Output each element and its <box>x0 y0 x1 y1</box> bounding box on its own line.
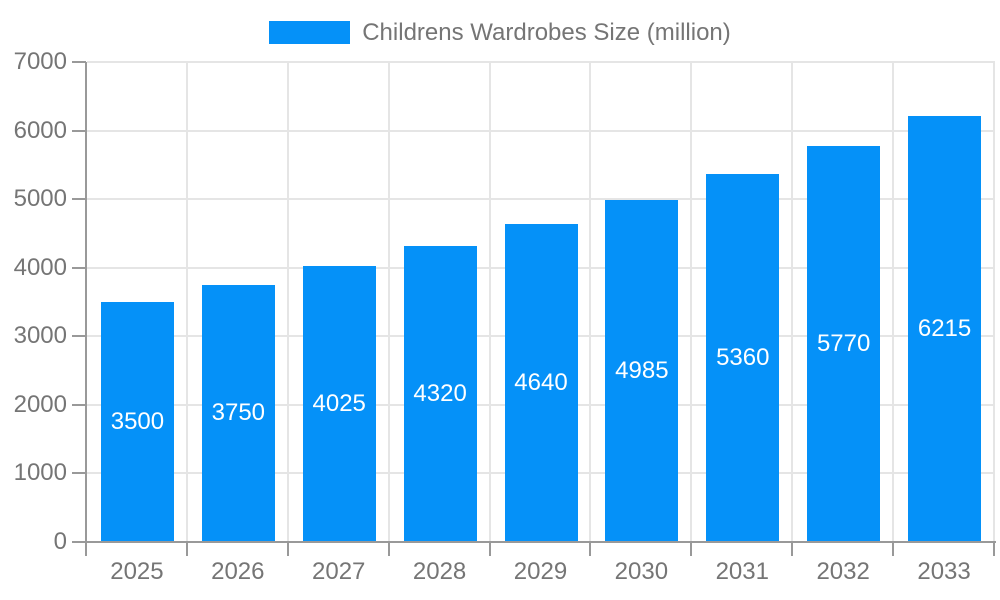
legend-swatch <box>269 21 351 44</box>
x-axis-tick <box>892 542 895 556</box>
x-axis-tick <box>185 542 188 556</box>
y-axis-label: 4000 <box>13 253 67 281</box>
y-axis-tick <box>72 198 86 201</box>
bar[interactable]: 4640 <box>504 223 578 542</box>
x-grid-line <box>892 62 895 542</box>
x-axis-tick <box>791 542 794 556</box>
bar[interactable]: 3500 <box>100 302 174 542</box>
bar-value-label: 4640 <box>514 368 568 396</box>
x-axis-tick <box>85 542 87 556</box>
y-axis-tick <box>72 335 86 338</box>
x-axis-label: 2030 <box>614 558 669 585</box>
bar-value-label: 5360 <box>716 344 770 372</box>
bar-value-label: 5770 <box>816 330 871 358</box>
x-axis-label: 2025 <box>110 558 164 585</box>
x-axis-label: 2029 <box>513 558 568 585</box>
bar[interactable]: 6215 <box>908 115 982 542</box>
bar[interactable]: 5770 <box>807 146 881 542</box>
y-axis-label: 1000 <box>13 459 67 487</box>
x-axis-tick <box>488 542 491 556</box>
y-axis-label: 2000 <box>13 390 67 418</box>
x-grid-line <box>185 62 188 542</box>
bar[interactable]: 4025 <box>302 266 376 542</box>
bar[interactable]: 4985 <box>605 200 679 542</box>
x-grid-line <box>488 62 491 542</box>
y-axis-line <box>85 62 87 542</box>
x-axis-tick <box>993 542 995 556</box>
bar[interactable]: 5360 <box>706 174 780 542</box>
x-axis-tick <box>286 542 289 556</box>
x-axis-label: 2032 <box>816 558 870 585</box>
x-grid-line <box>690 62 693 542</box>
bar-value-label: 6215 <box>917 314 972 342</box>
y-grid-line <box>87 129 995 132</box>
x-axis-tick <box>387 542 390 556</box>
y-axis-tick <box>72 61 86 63</box>
legend[interactable]: Childrens Wardrobes Size (million) <box>0 18 1000 46</box>
x-grid-line <box>993 62 995 542</box>
x-grid-line <box>387 62 390 542</box>
y-axis-label: 6000 <box>13 116 67 144</box>
x-grid-line <box>286 62 289 542</box>
y-axis-tick <box>72 472 86 475</box>
bar-value-label: 4985 <box>615 357 669 385</box>
bar-value-label: 3750 <box>211 399 266 427</box>
x-axis-tick <box>690 542 693 556</box>
bar-value-label: 3500 <box>110 408 165 435</box>
y-axis-label: 3000 <box>13 322 67 350</box>
bar[interactable]: 4320 <box>403 245 477 542</box>
x-axis-label: 2028 <box>412 558 467 585</box>
y-axis-label: 0 <box>53 528 67 555</box>
bar-value-label: 4025 <box>312 390 366 417</box>
y-grid-line <box>87 61 995 63</box>
x-axis-label: 2027 <box>312 558 366 585</box>
y-axis-label: 5000 <box>13 185 67 213</box>
y-axis-tick <box>72 403 86 406</box>
x-axis-label: 2026 <box>211 558 265 585</box>
x-grid-line <box>791 62 794 542</box>
y-grid-line <box>87 198 995 201</box>
x-axis-label: 2031 <box>715 558 769 585</box>
x-axis-line <box>85 541 996 543</box>
y-axis-label: 7000 <box>13 48 67 75</box>
x-grid-line <box>589 62 592 542</box>
y-axis-tick <box>72 266 86 269</box>
x-axis-label: 2033 <box>917 558 971 585</box>
y-axis-tick <box>72 129 86 132</box>
legend-label: Childrens Wardrobes Size (million) <box>362 18 731 46</box>
bar-value-label: 4320 <box>413 379 467 407</box>
bar[interactable]: 3750 <box>201 284 275 542</box>
y-axis-tick <box>72 541 86 543</box>
x-axis-tick <box>589 542 592 556</box>
